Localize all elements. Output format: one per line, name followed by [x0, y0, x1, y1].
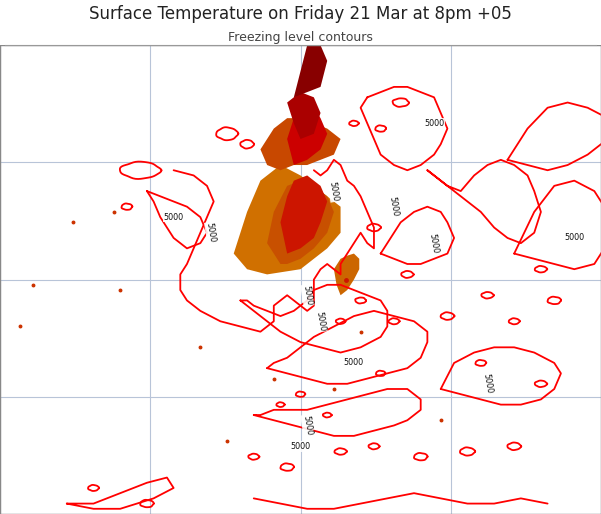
- Text: 5000: 5000: [301, 415, 313, 436]
- Text: 5000: 5000: [163, 213, 184, 222]
- Text: 5000: 5000: [290, 442, 311, 451]
- Text: 5000: 5000: [205, 222, 217, 244]
- Polygon shape: [287, 108, 327, 165]
- Text: 5000: 5000: [314, 310, 327, 332]
- Polygon shape: [267, 180, 334, 264]
- Polygon shape: [234, 165, 341, 274]
- Text: 5000: 5000: [424, 119, 444, 128]
- Text: 5000: 5000: [344, 358, 364, 368]
- Text: Freezing level contours: Freezing level contours: [228, 31, 373, 44]
- Polygon shape: [334, 253, 359, 295]
- Text: 5000: 5000: [328, 180, 340, 202]
- Polygon shape: [294, 45, 327, 97]
- Text: Surface Temperature on Friday 21 Mar at 8pm +05: Surface Temperature on Friday 21 Mar at …: [89, 5, 512, 23]
- Text: 5000: 5000: [301, 285, 313, 306]
- Polygon shape: [281, 175, 327, 253]
- Text: 5000: 5000: [564, 233, 584, 243]
- Polygon shape: [287, 92, 320, 139]
- Text: 5000: 5000: [428, 232, 441, 254]
- Polygon shape: [260, 118, 341, 170]
- Text: 5000: 5000: [388, 196, 400, 217]
- Text: 5000: 5000: [481, 373, 493, 394]
